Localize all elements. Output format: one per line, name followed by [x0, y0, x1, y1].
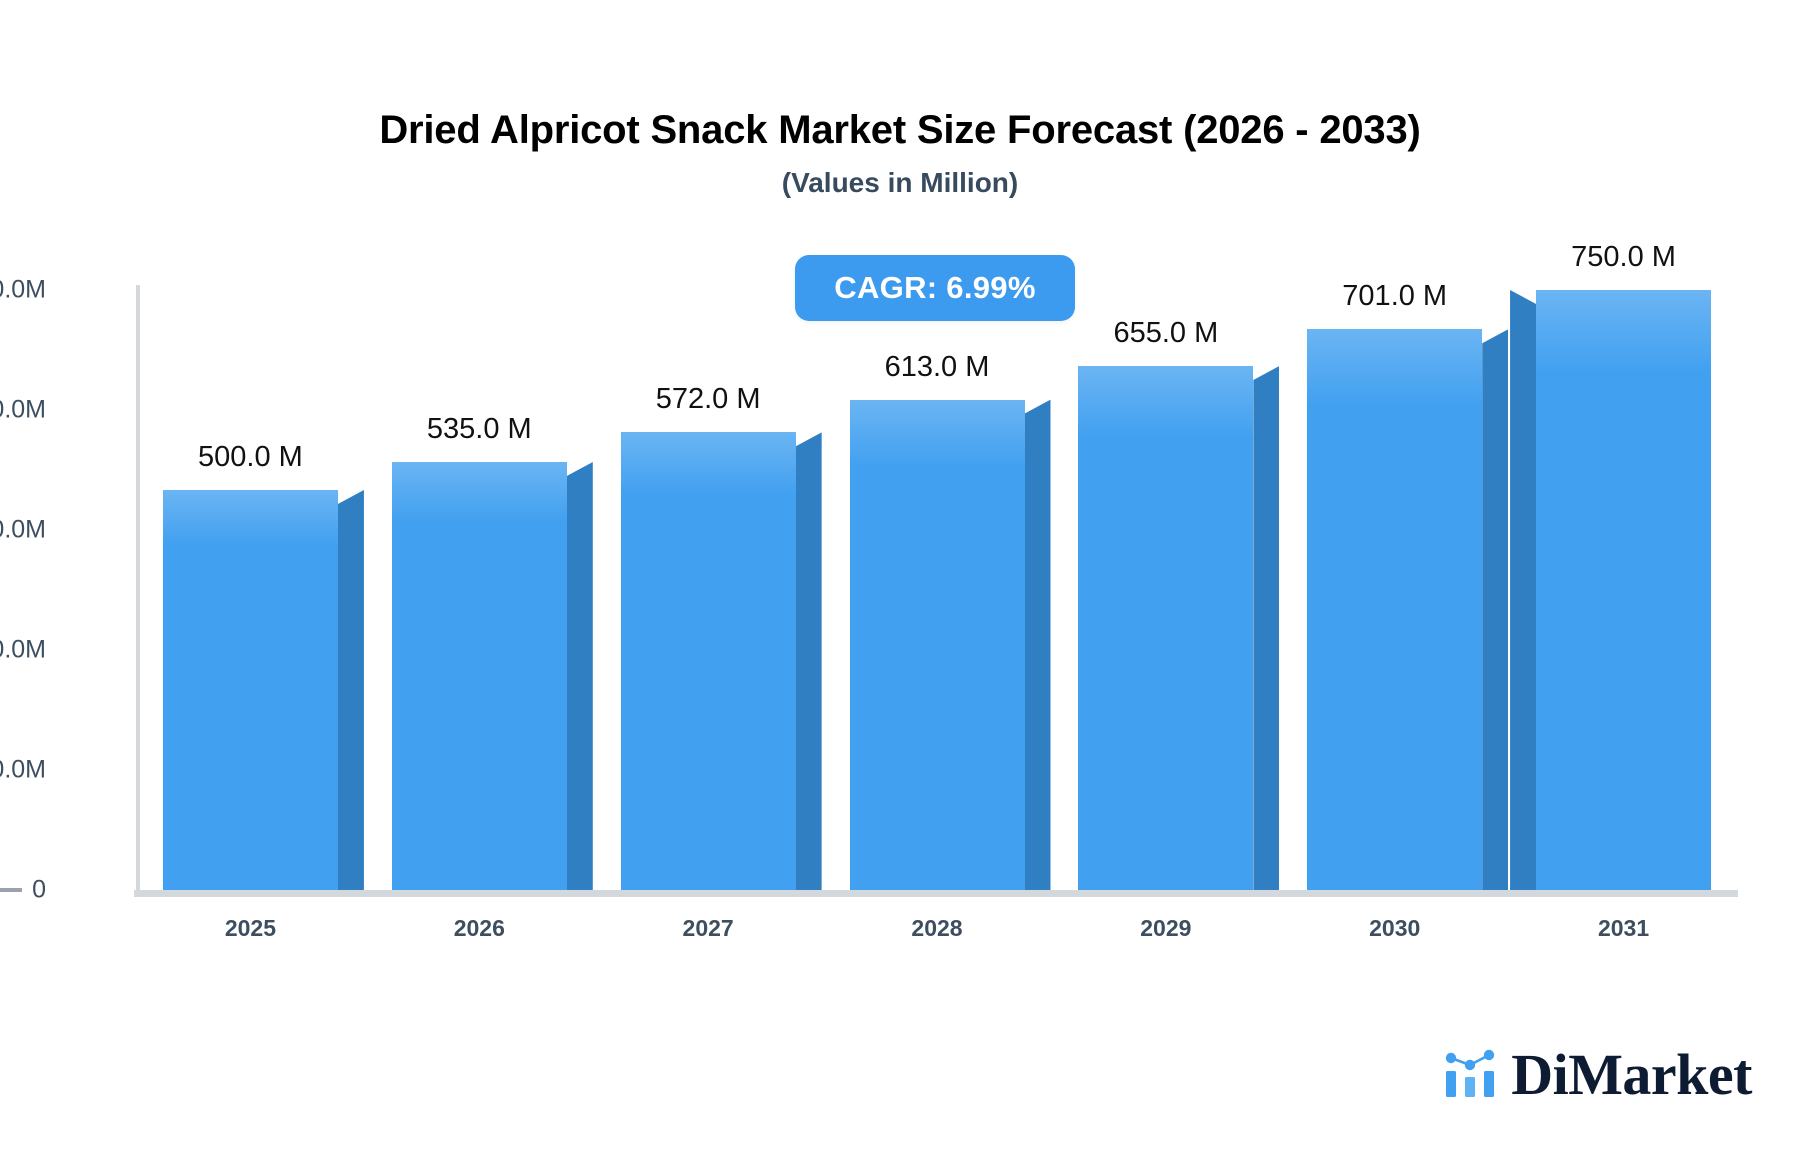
bar-face [620, 432, 796, 890]
bar-chart-line-icon [1443, 1047, 1497, 1104]
bar-value-label: 500.0 M [198, 441, 303, 473]
bar-3d-side [1482, 329, 1509, 890]
bar-value-label: 535.0 M [426, 413, 532, 445]
x-axis-line [134, 890, 1738, 897]
bar-3d-side [337, 490, 364, 890]
y-axis-tick-label: 750.0M [0, 275, 46, 304]
bar: 613.0 M [849, 351, 1051, 890]
y-axis-line [136, 285, 140, 890]
logo-wordmark: DiMarket [1511, 1042, 1752, 1107]
bar-value-label: 701.0 M [1342, 280, 1448, 313]
bars-layer: 500.0 M 535.0 M 572.0 M 613.0 M 655.0 M 701.0… [136, 241, 1738, 890]
bar-face [1536, 290, 1712, 890]
x-axis-tick-label: 2031 [1597, 915, 1650, 941]
bar-face [1307, 329, 1483, 890]
x-axis-tick-label: 2026 [453, 915, 505, 941]
cagr-badge-label: CAGR: 6.99% [834, 270, 1036, 305]
y-axis-tick-mark [0, 888, 22, 892]
chart-title: Dried Alpricot Snack Market Size Forecas… [379, 108, 1421, 152]
y-axis-tick-label: 150.0M [0, 755, 46, 784]
y-axis-tick-label: 600.0M [0, 395, 46, 424]
bar-3d-side [1024, 399, 1051, 890]
bar-face [849, 399, 1025, 890]
bar-value-label: 655.0 M [1113, 317, 1219, 349]
bar-face [162, 490, 338, 890]
bar-3d-side [1253, 366, 1280, 890]
bar-3d-side [566, 462, 593, 890]
bar: 750.0 M [1510, 241, 1712, 890]
bar: 701.0 M [1307, 280, 1509, 890]
bar-value-label: 750.0 M [1571, 241, 1676, 273]
cagr-badge: CAGR: 6.99% [795, 255, 1075, 321]
bar-face [1078, 366, 1254, 890]
x-axis-tick-label: 2025 [224, 915, 277, 941]
bar-3d-side [795, 432, 822, 890]
y-axis-tick-label: 300.0M [0, 635, 46, 664]
bar: 572.0 M [620, 383, 822, 890]
title-block: Dried Alpricot Snack Market Size Forecas… [0, 108, 1800, 199]
y-axis-tick-label: 450.0M [0, 515, 46, 544]
bar-3d-side [1510, 290, 1537, 890]
bar: 655.0 M [1078, 317, 1280, 890]
dimarket-logo: DiMarket [1443, 1046, 1752, 1104]
x-axis-tick-label: 2028 [911, 915, 963, 941]
bar: 535.0 M [391, 413, 593, 890]
bar-value-label: 613.0 M [884, 350, 990, 383]
x-axis-tick-label: 2030 [1369, 915, 1421, 941]
bar-value-label: 572.0 M [655, 383, 761, 416]
chart-subtitle: (Values in Million) [781, 167, 1019, 198]
x-axis-tick-label: 2027 [682, 915, 734, 941]
bar: 500.0 M [162, 441, 364, 890]
x-axis-tick-label: 2029 [1140, 915, 1192, 941]
bar-face [391, 462, 567, 890]
y-axis-tick-label: 0 [32, 875, 46, 904]
